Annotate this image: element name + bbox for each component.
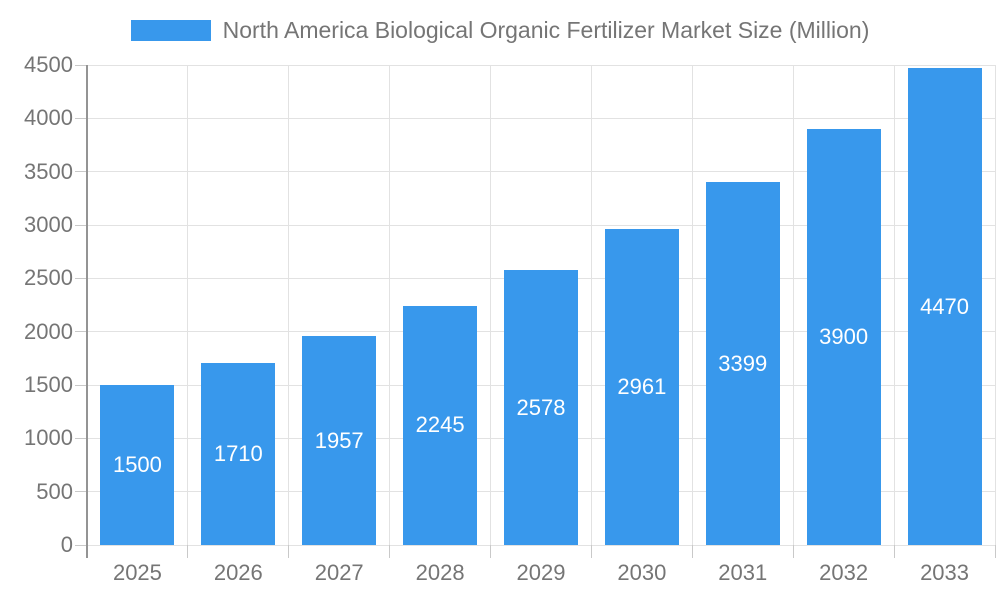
y-tick-2000 (75, 331, 87, 333)
x-tick-1 (187, 545, 189, 558)
x-gridline-1 (187, 65, 189, 545)
y-axis-label-1500: 1500 (24, 372, 73, 397)
bar-value-2031: 3399 (718, 350, 768, 376)
y-gridline-4500 (87, 64, 995, 66)
bar-2026[interactable] (201, 362, 276, 545)
y-tick-4500 (75, 64, 87, 66)
bar-value-2029: 2578 (516, 394, 566, 420)
y-tick-1500 (75, 384, 87, 386)
x-tick-2 (288, 545, 290, 558)
plot-area: 0 500 1000 1500 2000 2500 3000 3500 4000 4500 1500… (24, 54, 996, 585)
x-tick-7 (792, 545, 794, 558)
bar-value-2027: 1957 (314, 427, 364, 453)
bar-value-2033: 4470 (920, 293, 970, 319)
y-tick-0 (75, 544, 87, 546)
x-axis-label-2028: 2028 (415, 560, 465, 585)
y-axis-label-4000: 4000 (24, 105, 73, 131)
legend: North America Biological Organic Fertili… (0, 12, 1000, 48)
x-gridline-7 (792, 65, 794, 545)
bar-2028[interactable] (403, 305, 478, 545)
x-axis-label-2029: 2029 (516, 560, 566, 585)
bar-2032[interactable] (806, 129, 881, 545)
y-tick-2500 (75, 277, 87, 279)
bar-2025[interactable] (100, 385, 175, 545)
y-axis-label-0: 0 (60, 532, 73, 557)
x-tick-4 (490, 545, 492, 558)
x-gridline-2 (288, 65, 290, 545)
bar-2027[interactable] (302, 336, 377, 545)
x-gridline-9 (994, 65, 996, 545)
y-axis-label-3000: 3000 (24, 212, 73, 237)
y-gridline-3500 (87, 171, 995, 173)
bar-2030[interactable] (604, 229, 679, 545)
bar-2029[interactable] (504, 270, 578, 545)
bar-2031[interactable] (705, 182, 780, 545)
x-tick-3 (389, 545, 391, 558)
legend-swatch[interactable] (130, 19, 211, 41)
y-tick-500 (75, 491, 87, 493)
y-axis-label-4500: 4500 (24, 52, 73, 77)
x-axis-label-2025: 2025 (112, 560, 162, 585)
y-tick-1000 (75, 437, 87, 439)
y-gridline-4000 (87, 117, 995, 119)
x-tick-9 (994, 545, 996, 558)
y-axis-label-500: 500 (36, 478, 73, 504)
x-tick-5 (590, 545, 592, 558)
x-axis-label-2033: 2033 (920, 560, 970, 585)
x-gridline-6 (691, 65, 693, 545)
y-axis-label-3500: 3500 (24, 158, 73, 184)
y-axis-label-2500: 2500 (24, 265, 73, 291)
x-tick-6 (691, 545, 693, 558)
x-gridline-4 (490, 65, 492, 545)
bar-value-2032: 3900 (819, 324, 869, 349)
bar-2033[interactable] (907, 68, 982, 545)
x-tick-8 (893, 545, 895, 558)
legend-label[interactable]: North America Biological Organic Fertili… (222, 16, 870, 43)
x-gridline-8 (893, 65, 895, 545)
bar-value-2028: 2245 (415, 412, 465, 438)
bar-value-2030: 2961 (617, 374, 667, 400)
y-axis-line (86, 65, 88, 558)
y-tick-3000 (75, 224, 87, 226)
x-axis-label-2026: 2026 (213, 560, 263, 585)
x-axis-label-2032: 2032 (819, 560, 869, 585)
y-axis-label-1000: 1000 (24, 425, 73, 451)
y-gridline-3000 (87, 224, 995, 226)
y-gridline-0 (87, 544, 995, 546)
bar-value-2026: 1710 (213, 440, 263, 466)
x-gridline-3 (389, 65, 391, 545)
x-axis-label-2027: 2027 (314, 560, 364, 585)
x-gridline-5 (590, 65, 592, 545)
y-tick-4000 (75, 117, 87, 119)
x-axis-label-2031: 2031 (718, 560, 768, 585)
bar-value-2025: 1500 (112, 452, 162, 477)
y-axis-label-2000: 2000 (24, 318, 73, 344)
x-axis-label-2030: 2030 (617, 560, 667, 585)
y-tick-3500 (75, 171, 87, 173)
